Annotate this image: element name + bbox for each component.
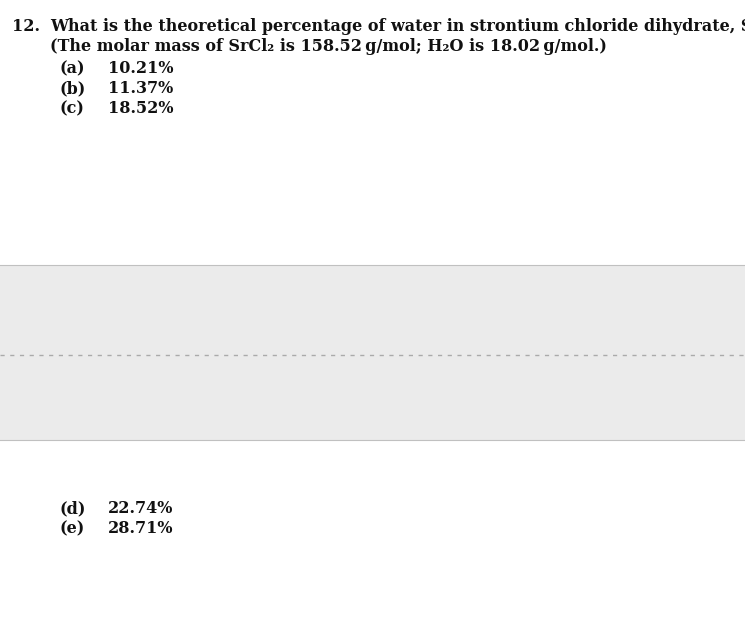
Text: (c): (c): [60, 100, 85, 117]
Text: (The molar mass of SrCl₂ is 158.52 g/mol; H₂O is 18.02 g/mol.): (The molar mass of SrCl₂ is 158.52 g/mol…: [50, 38, 607, 55]
Text: 22.74%: 22.74%: [108, 500, 174, 517]
Text: (d): (d): [60, 500, 86, 517]
Text: 28.71%: 28.71%: [108, 520, 174, 537]
Text: 10.21%: 10.21%: [108, 60, 174, 77]
Text: 18.52%: 18.52%: [108, 100, 174, 117]
Text: 12.: 12.: [12, 18, 40, 35]
Text: What is the theoretical percentage of water in strontium chloride dihydrate, SrC: What is the theoretical percentage of wa…: [50, 18, 745, 35]
Text: (e): (e): [60, 520, 85, 537]
Text: 11.37%: 11.37%: [108, 80, 174, 97]
Text: (b): (b): [60, 80, 86, 97]
Text: (a): (a): [60, 60, 86, 77]
